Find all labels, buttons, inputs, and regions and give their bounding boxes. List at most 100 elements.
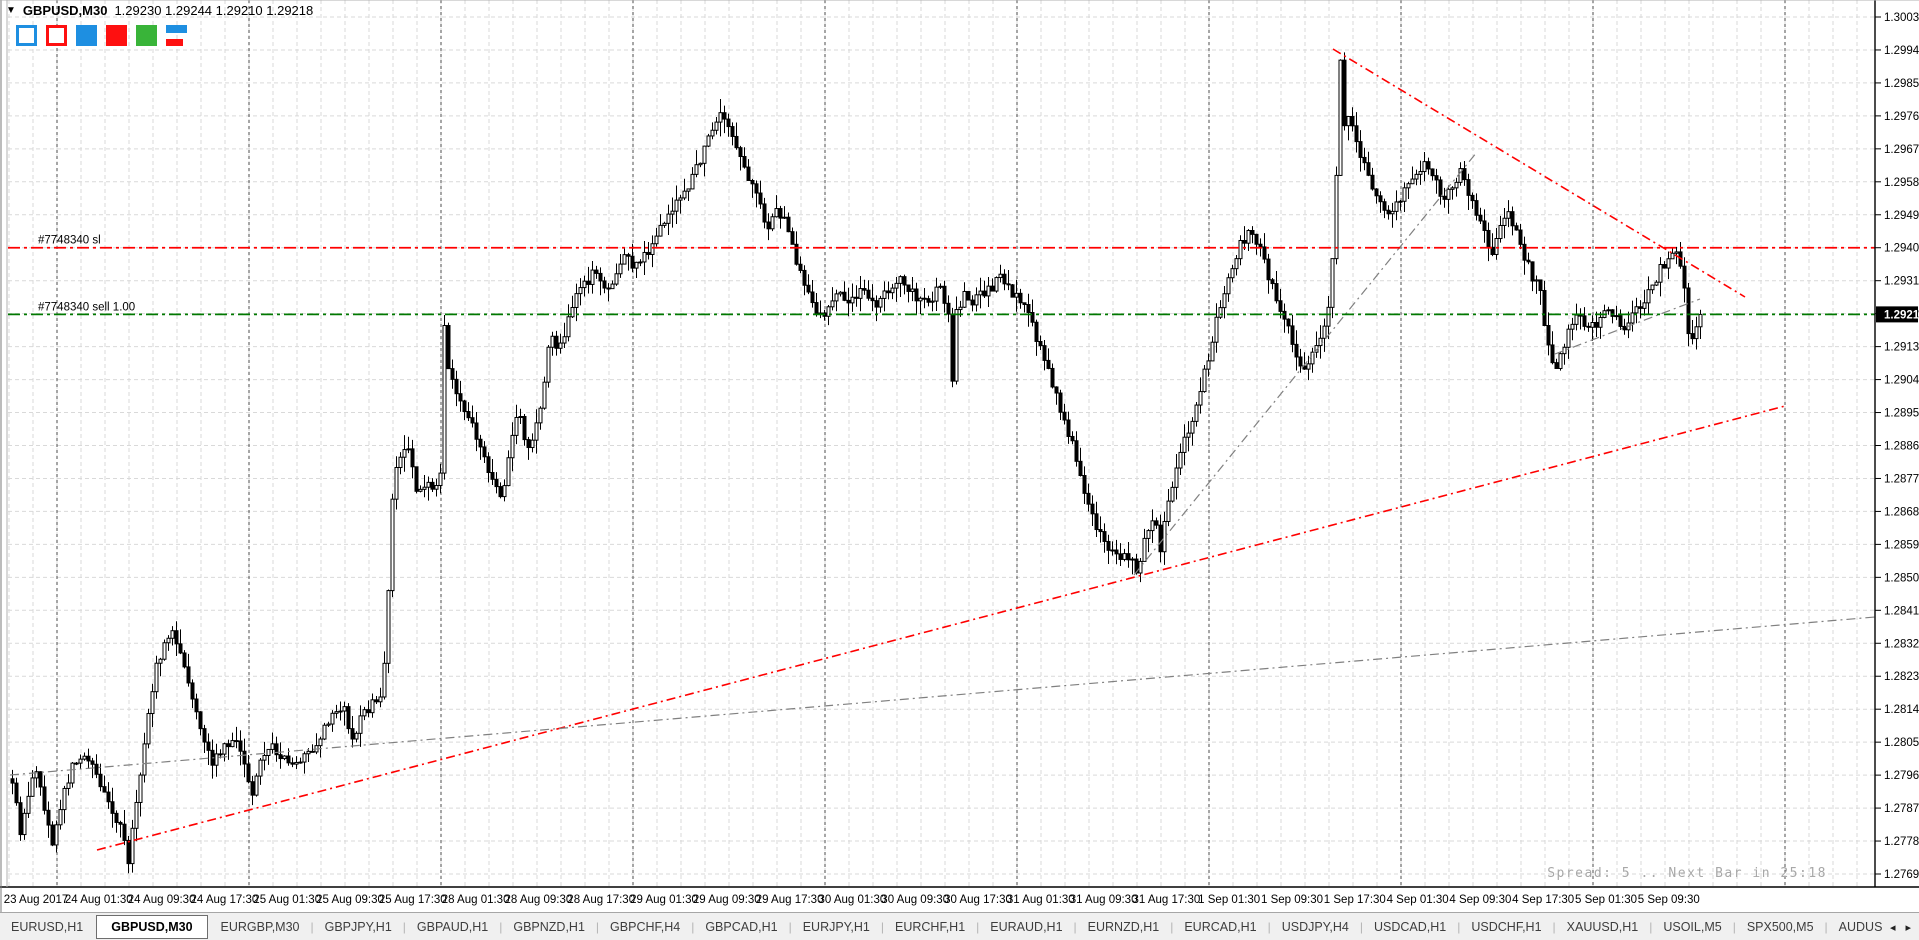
chart-title-overlay: ▼ GBPUSD,M30 1.29230 1.29244 1.29210 1.2… bbox=[6, 3, 313, 18]
chart-tab-spx500-m5[interactable]: SPX500,M5 bbox=[1746, 920, 1814, 934]
chart-tab-gbpusd-m30[interactable]: GBPUSD,M30 bbox=[96, 915, 208, 939]
price-axis-label: 1.28140 bbox=[1884, 704, 1919, 716]
price-axis-label: 1.29130 bbox=[1884, 342, 1919, 354]
tab-separator: | bbox=[1359, 920, 1363, 934]
chart-tab-list: EURUSD,H1 GBPUSD,M30 EURGBP,M30 | GBPJPY,H1 |… bbox=[0, 913, 1882, 940]
chart-ohlc-values: 1.29230 1.29244 1.29210 1.29218 bbox=[114, 3, 314, 18]
chart-tab-usoil-m5[interactable]: USOIL,M5 bbox=[1663, 920, 1722, 934]
time-axis-label: 24 Aug 09:30 bbox=[128, 894, 196, 906]
tab-separator: | bbox=[595, 920, 600, 934]
price-axis-label: 1.29760 bbox=[1884, 111, 1919, 123]
time-axis-label: 25 Aug 01:30 bbox=[253, 894, 321, 906]
current-price-tag: 1.29218 bbox=[1876, 306, 1919, 323]
price-axis-label: 1.28500 bbox=[1884, 572, 1919, 584]
price-axis-label: 1.28860 bbox=[1884, 441, 1919, 453]
time-axis-label: 30 Aug 01:30 bbox=[819, 894, 887, 906]
time-axis-label: 28 Aug 17:30 bbox=[567, 894, 635, 906]
time-axis-label: 5 Sep 01:30 bbox=[1575, 894, 1637, 906]
price-axis-label: 1.28590 bbox=[1884, 539, 1919, 551]
tab-separator: | bbox=[880, 920, 884, 934]
tab-scroll-right-icon[interactable]: ▸ bbox=[1905, 921, 1911, 934]
time-axis-label: 4 Sep 09:30 bbox=[1449, 894, 1511, 906]
time-axis-label: 28 Aug 01:30 bbox=[442, 894, 510, 906]
candlesticks bbox=[10, 52, 1703, 874]
chart-tab-audusd-h4[interactable]: AUDUSD,H4 bbox=[1838, 920, 1882, 934]
chart-tab-gbpnzd-h1[interactable]: GBPNZD,H1 bbox=[513, 920, 585, 934]
time-axis-label: 23 Aug 2017 bbox=[4, 894, 69, 906]
blue-bar bbox=[166, 25, 187, 33]
chart-tab-gbpchf-h4[interactable]: GBPCHF,H4 bbox=[610, 920, 681, 934]
price-axis-label: 1.27960 bbox=[1884, 770, 1919, 782]
price-axis-label: 1.27780 bbox=[1884, 836, 1919, 848]
blue-red-bars-button[interactable] bbox=[166, 25, 187, 46]
tab-scroll-arrows: ◂ ▸ bbox=[1882, 921, 1919, 934]
order-lines[interactable]: #7748340 sl #7748340 sell 1.00 bbox=[8, 235, 1875, 316]
time-axis-label: 24 Aug 17:30 bbox=[191, 894, 259, 906]
outline-blue-button[interactable] bbox=[16, 25, 37, 46]
chart-tab-xauusd-h1[interactable]: XAUUSD,H1 bbox=[1566, 920, 1639, 934]
steep-gray-trendline[interactable] bbox=[1133, 151, 1478, 576]
chart-tab-usdjpy-h4[interactable]: USDJPY,H4 bbox=[1281, 920, 1349, 934]
price-axis-label: 1.29850 bbox=[1884, 78, 1919, 90]
price-axis-label: 1.29490 bbox=[1884, 210, 1919, 222]
tab-separator: | bbox=[1073, 920, 1077, 934]
price-axis-label: 1.29400 bbox=[1884, 243, 1919, 255]
tab-separator: | bbox=[1457, 920, 1461, 934]
time-axis-label: 29 Aug 09:30 bbox=[693, 894, 761, 906]
chart-tab-eurnzd-h1[interactable]: EURNZD,H1 bbox=[1087, 920, 1160, 934]
tab-separator: | bbox=[310, 920, 314, 934]
chart-tab-bar: EURUSD,H1 GBPUSD,M30 EURGBP,M30 | GBPJPY,H1 |… bbox=[0, 912, 1919, 940]
price-axis-label: 1.29940 bbox=[1884, 45, 1919, 57]
chart-tab-gbpcad-h1[interactable]: GBPCAD,H1 bbox=[705, 920, 778, 934]
price-axis-label: 1.27870 bbox=[1884, 803, 1919, 815]
order-line-label: #7748340 sell 1.00 bbox=[38, 301, 135, 313]
color-palette-toolbar bbox=[16, 25, 187, 46]
chart-tab-gbpjpy-h1[interactable]: GBPJPY,H1 bbox=[324, 920, 392, 934]
red-bar bbox=[166, 39, 183, 46]
solid-red-button[interactable] bbox=[106, 25, 127, 46]
long-gray-trendline[interactable] bbox=[9, 616, 1876, 776]
time-axis-label: 29 Aug 17:30 bbox=[756, 894, 824, 906]
tab-separator: | bbox=[788, 920, 792, 934]
chart-tab-eurusd-h1[interactable]: EURUSD,H1 bbox=[11, 920, 84, 934]
price-axis-label: 1.28770 bbox=[1884, 473, 1919, 485]
axes bbox=[0, 0, 1919, 888]
time-axis-label: 25 Aug 17:30 bbox=[379, 894, 447, 906]
ascending-support-red[interactable] bbox=[96, 405, 1786, 851]
order-line-label: #7748340 sl bbox=[38, 235, 101, 247]
chart-tab-usdchf-h1[interactable]: USDCHF,H1 bbox=[1471, 920, 1542, 934]
chart-tab-eurgbp-m30[interactable]: EURGBP,M30 bbox=[220, 920, 300, 934]
price-axis-label: 1.28410 bbox=[1884, 605, 1919, 617]
descending-resistance-red[interactable] bbox=[1332, 48, 1746, 298]
solid-green-button[interactable] bbox=[136, 25, 157, 46]
chart-tab-eurjpy-h1[interactable]: EURJPY,H1 bbox=[802, 920, 870, 934]
time-axis-label: 1 Sep 09:30 bbox=[1261, 894, 1323, 906]
tab-separator: | bbox=[691, 920, 695, 934]
current-price-value: 1.29218 bbox=[1884, 309, 1919, 321]
chart-tab-eurchf-h1[interactable]: EURCHF,H1 bbox=[895, 920, 966, 934]
time-axis-label: 29 Aug 01:30 bbox=[630, 894, 698, 906]
trendlines[interactable] bbox=[9, 48, 1876, 851]
time-axis-label: 5 Sep 09:30 bbox=[1638, 894, 1700, 906]
chart-tab-usdcad-h1[interactable]: USDCAD,H1 bbox=[1374, 920, 1447, 934]
price-chart-canvas[interactable]: #7748340 sl #7748340 sell 1.00 1.30030 1.29… bbox=[0, 0, 1919, 912]
chart-tab-eurcad-h1[interactable]: EURCAD,H1 bbox=[1184, 920, 1257, 934]
time-axis-label: 25 Aug 09:30 bbox=[316, 894, 384, 906]
time-axis-label: 4 Sep 01:30 bbox=[1387, 894, 1449, 906]
time-axis-label: 28 Aug 09:30 bbox=[505, 894, 573, 906]
price-axis-label: 1.28680 bbox=[1884, 506, 1919, 518]
outline-red-button[interactable] bbox=[46, 25, 67, 46]
tab-separator: | bbox=[1267, 920, 1271, 934]
time-axis-label: 31 Aug 09:30 bbox=[1070, 894, 1138, 906]
solid-blue-button[interactable] bbox=[76, 25, 97, 46]
chart-tab-gbpaud-h1[interactable]: GBPAUD,H1 bbox=[416, 920, 489, 934]
short-gray-trendline[interactable] bbox=[1554, 298, 1701, 355]
tab-separator: | bbox=[1824, 920, 1828, 934]
chart-tab-euraud-h1[interactable]: EURAUD,H1 bbox=[990, 920, 1063, 934]
price-axis-label: 1.28230 bbox=[1884, 671, 1919, 683]
chart-dropdown-arrow-icon[interactable]: ▼ bbox=[6, 5, 16, 16]
spread-nextbar-indicator: Spread: 5 .. Next Bar in 25:18 bbox=[1547, 866, 1827, 881]
tab-scroll-left-icon[interactable]: ◂ bbox=[1889, 921, 1896, 934]
